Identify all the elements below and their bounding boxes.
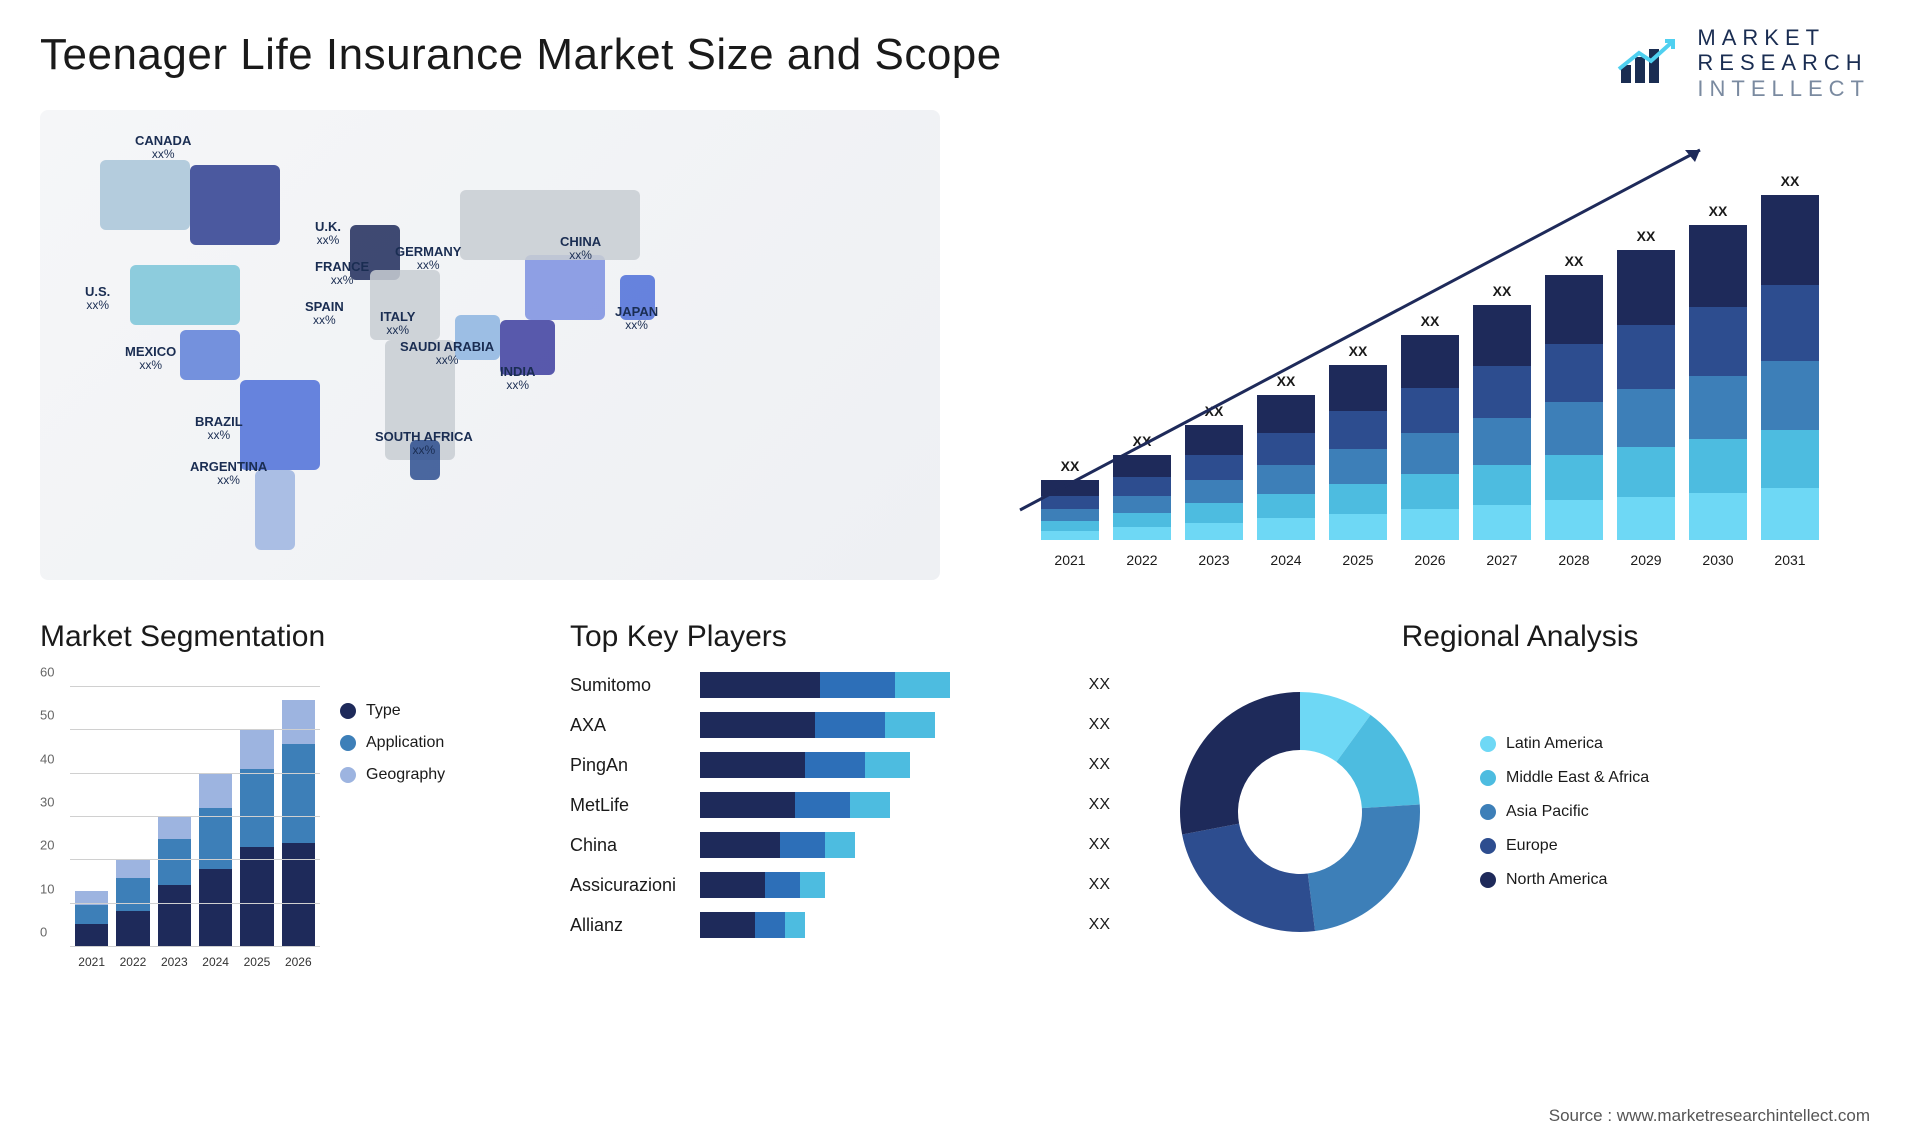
seg-year-label: 2023 [161,955,188,969]
regional-legend: Latin America Middle East & Africa Asia Pa… [1480,735,1649,889]
player-row: Assicurazioni XX [570,872,1110,898]
seg-ytick: 40 [40,751,54,766]
map-country-label: ITALYxx% [380,310,415,337]
player-value: XX [1089,876,1110,894]
player-value: XX [1089,796,1110,814]
player-value: XX [1089,756,1110,774]
map-country-label: JAPANxx% [615,305,658,332]
player-name: Sumitomo [570,675,700,696]
player-value: XX [1089,716,1110,734]
seg-year-label: 2021 [78,955,105,969]
player-name: China [570,835,700,856]
seg-bar: 2026 [282,700,315,947]
legend-item: Middle East & Africa [1480,769,1649,787]
legend-item: Geography [340,766,445,784]
legend-item: North America [1480,871,1649,889]
map-country-label: CHINAxx% [560,235,601,262]
player-row: China XX [570,832,1110,858]
map-region-shape [460,190,640,260]
map-country-label: CANADAxx% [135,134,191,161]
player-row: MetLife XX [570,792,1110,818]
donut-segment [1182,824,1315,932]
player-name: PingAn [570,755,700,776]
map-country-label: FRANCExx% [315,260,369,287]
regional-title: Regional Analysis [1160,620,1880,654]
seg-bar: 2024 [199,774,232,947]
seg-ytick: 30 [40,795,54,810]
legend-item: Europe [1480,837,1649,855]
segmentation-panel: Market Segmentation 20212022202320242025… [40,620,520,972]
legend-item: Type [340,702,445,720]
growth-chart-panel: XX2021XX2022XX2023XX2024XX2025XX2026XX20… [980,110,1880,580]
player-name: MetLife [570,795,700,816]
growth-trend-arrow [980,110,1880,580]
player-name: Allianz [570,915,700,936]
page-title: Teenager Life Insurance Market Size and … [40,30,1880,80]
seg-ytick: 50 [40,708,54,723]
segmentation-legend: Type Application Geography [340,672,445,972]
player-row: Allianz XX [570,912,1110,938]
map-country-label: SPAINxx% [305,300,344,327]
player-name: Assicurazioni [570,875,700,896]
player-value: XX [1089,836,1110,854]
donut-segment [1180,692,1300,834]
seg-year-label: 2026 [285,955,312,969]
map-region-shape [100,160,190,230]
map-country-label: U.S.xx% [85,285,110,312]
map-region-shape [180,330,240,380]
legend-item: Application [340,734,445,752]
seg-year-label: 2025 [244,955,271,969]
logo-line1: MARKET [1697,25,1870,50]
seg-bar: 2021 [75,891,108,947]
seg-bar: 2023 [158,817,191,947]
segmentation-title: Market Segmentation [40,620,520,654]
map-country-label: ARGENTINAxx% [190,460,267,487]
player-row: Sumitomo XX [570,672,1110,698]
seg-ytick: 10 [40,881,54,896]
player-name: AXA [570,715,700,736]
logo-line2: RESEARCH [1697,50,1870,75]
seg-ytick: 0 [40,925,47,940]
player-value: XX [1089,676,1110,694]
seg-year-label: 2024 [202,955,229,969]
map-region-shape [240,380,320,470]
donut-segment [1308,804,1420,931]
player-row: AXA XX [570,712,1110,738]
logo-line3: INTELLECT [1697,76,1870,101]
map-country-label: U.K.xx% [315,220,341,247]
regional-panel: Regional Analysis Latin America Middle Ea… [1160,620,1880,972]
seg-year-label: 2022 [120,955,147,969]
source-attribution: Source : www.marketresearchintellect.com [1549,1106,1870,1126]
seg-ytick: 20 [40,838,54,853]
map-country-label: SOUTH AFRICAxx% [375,430,473,457]
seg-ytick: 60 [40,665,54,680]
map-country-label: BRAZILxx% [195,415,243,442]
legend-item: Latin America [1480,735,1649,753]
legend-item: Asia Pacific [1480,803,1649,821]
map-country-label: INDIAxx% [500,365,535,392]
player-row: PingAn XX [570,752,1110,778]
map-country-label: SAUDI ARABIAxx% [400,340,494,367]
logo-icon [1615,35,1685,90]
brand-logo: MARKET RESEARCH INTELLECT [1615,25,1870,101]
regional-donut-chart [1160,672,1440,952]
map-country-label: GERMANYxx% [395,245,461,272]
map-country-label: MEXICOxx% [125,345,176,372]
players-title: Top Key Players [570,620,1110,654]
player-value: XX [1089,916,1110,934]
world-map-panel: CANADAxx% U.S.xx% MEXICOxx% BRAZILxx% ARGENT… [40,110,940,580]
seg-bar: 2025 [240,730,273,947]
map-region-shape [525,255,605,320]
map-region-shape [130,265,240,325]
seg-bar: 2022 [116,860,149,947]
players-panel: Top Key Players SumitomoXXAXAXXPingAnXXM… [570,620,1110,972]
map-region-shape [190,165,280,245]
